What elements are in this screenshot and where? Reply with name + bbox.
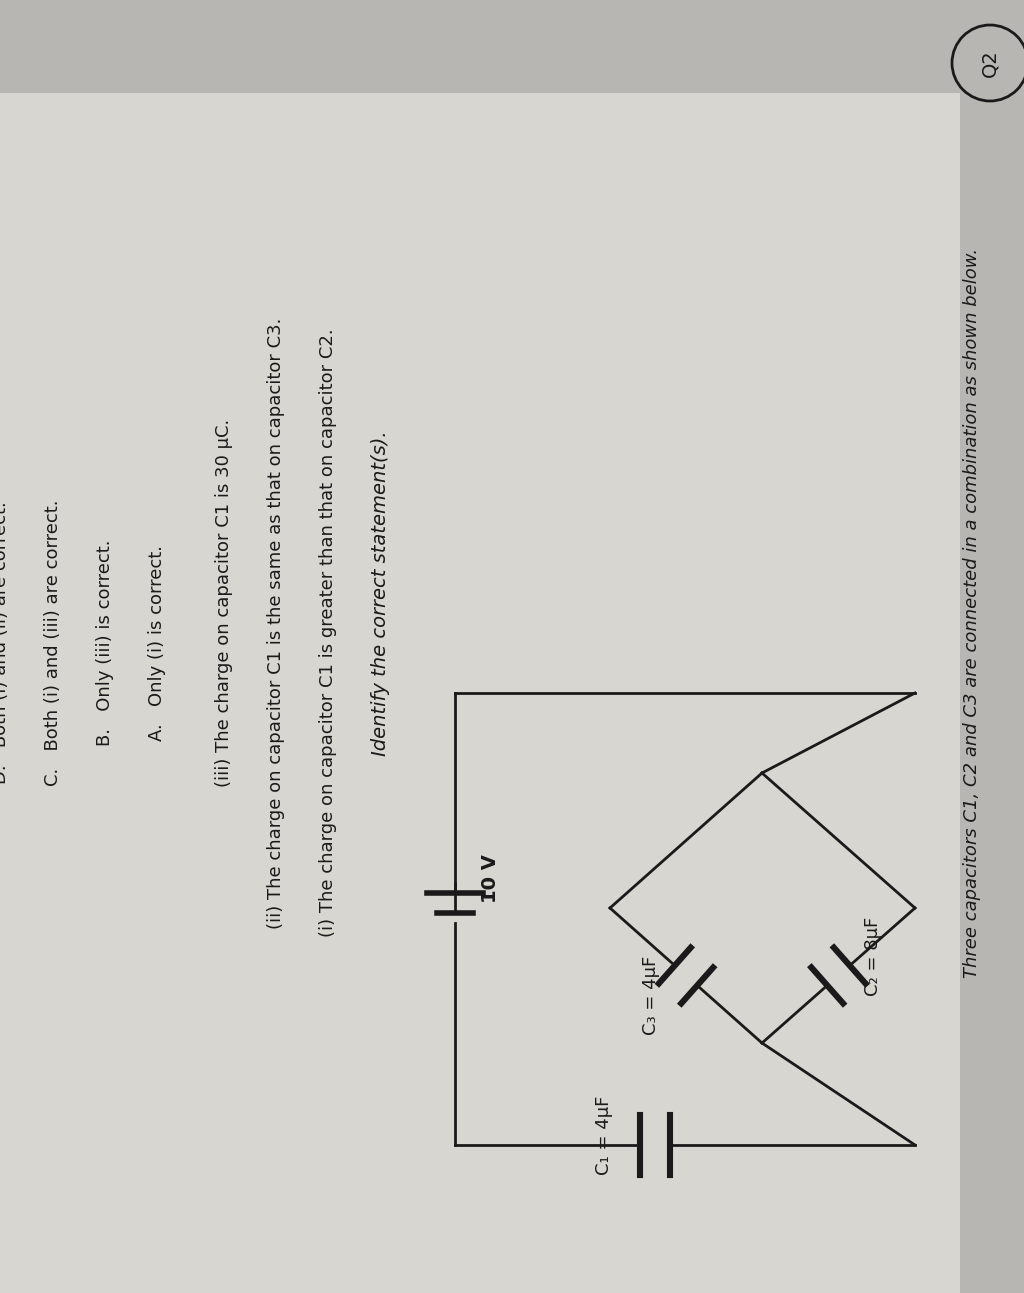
- Text: C₁ = 4μF: C₁ = 4μF: [595, 1095, 613, 1174]
- Text: D.   Both (i) and (ii) are correct.: D. Both (i) and (ii) are correct.: [0, 502, 10, 785]
- Text: Identify the correct statement(s).: Identify the correct statement(s).: [371, 431, 389, 756]
- Text: C.   Both (i) and (iii) are correct.: C. Both (i) and (iii) are correct.: [44, 500, 62, 786]
- Text: B.   Only (iii) is correct.: B. Only (iii) is correct.: [96, 539, 114, 746]
- Text: Three capacitors C1, C2 and C3 are connected in a combination as shown below.: Three capacitors C1, C2 and C3 are conne…: [963, 248, 981, 978]
- Text: C₂ = 8μF: C₂ = 8μF: [864, 917, 882, 996]
- Text: 10 V: 10 V: [480, 855, 500, 903]
- Text: (i) The charge on capacitor C1 is greater than that on capacitor C2.: (i) The charge on capacitor C1 is greate…: [319, 328, 337, 937]
- Text: C₃ = 4μF: C₃ = 4μF: [642, 956, 660, 1036]
- Text: Q2: Q2: [981, 49, 999, 76]
- Text: (iii) The charge on capacitor C1 is 30 μC.: (iii) The charge on capacitor C1 is 30 μ…: [215, 419, 233, 787]
- Bar: [0, 0, 1024, 93]
- Bar: [961, 0, 1024, 1293]
- Text: (ii) The charge on capacitor C1 is the same as that on capacitor C3.: (ii) The charge on capacitor C1 is the s…: [267, 317, 285, 928]
- Text: A.   Only (i) is correct.: A. Only (i) is correct.: [148, 546, 166, 741]
